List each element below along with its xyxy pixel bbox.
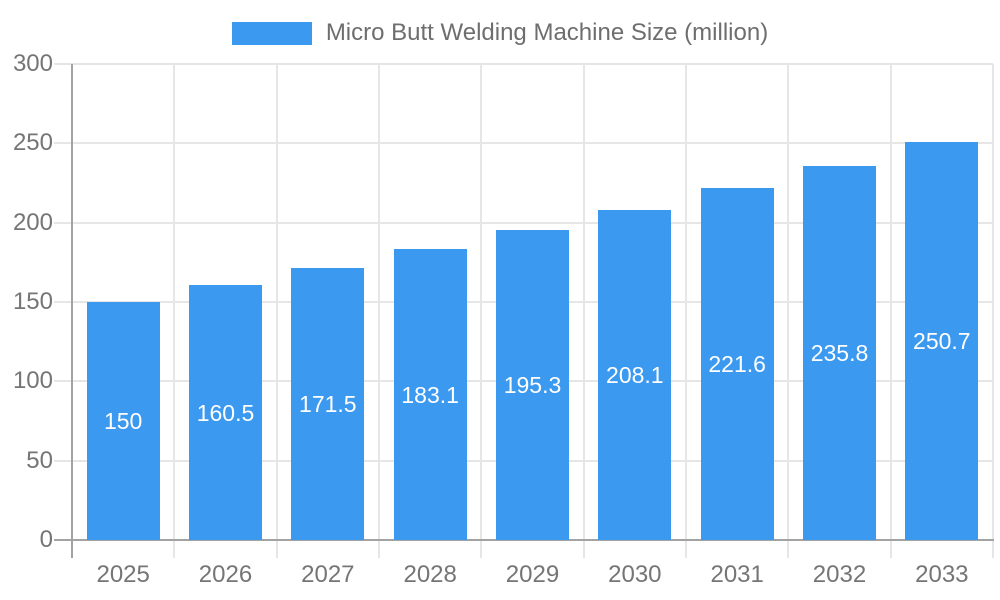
tick-mark [54,380,72,383]
legend-swatch-icon [231,21,312,45]
bar-value-label: 208.1 [606,361,664,388]
x-tick-label: 2026 [198,561,253,588]
gridline [685,64,687,558]
x-tick-label: 2027 [301,561,355,588]
gridline [787,64,790,558]
bar-value-label: 221.6 [708,351,766,378]
bar-value-label: 235.8 [810,339,869,366]
x-tick-label: 2030 [608,561,662,588]
x-tick-label: 2032 [812,561,867,588]
tick-mark [54,63,72,65]
tick-mark [54,301,72,303]
y-tick-label: 100 [12,367,53,395]
y-tick-label: 150 [12,288,53,315]
bar[interactable] [393,249,467,540]
legend[interactable]: Micro Butt Welding Machine Size (million… [0,19,1000,46]
gridline [992,64,994,558]
bar[interactable] [189,285,262,540]
bar[interactable] [86,302,160,540]
bar[interactable] [803,165,876,540]
x-tick-label: 2031 [710,561,764,588]
x-tick-label: 2029 [505,561,560,588]
gridline [72,63,993,65]
bar-value-label: 183.1 [401,381,459,408]
y-tick-label: 0 [39,526,53,553]
bar-value-label: 195.3 [503,372,562,399]
bar[interactable] [598,209,672,540]
gridline [582,64,585,558]
bar-value-label: 160.5 [196,399,255,426]
tick-mark [54,221,72,224]
tick-mark [54,459,72,462]
gridline [173,64,176,558]
bar[interactable] [700,188,774,540]
y-tick-label: 300 [12,50,53,77]
gridline [72,142,993,145]
bar-value-label: 250.7 [913,328,971,355]
tick-mark [54,142,72,145]
y-tick-label: 200 [12,208,53,236]
y-tick-label: 250 [12,129,53,157]
bar[interactable] [496,230,569,540]
x-tick-label: 2028 [403,561,457,588]
y-axis-line [71,64,73,558]
bar[interactable] [905,142,979,540]
x-tick-label: 2033 [915,561,969,588]
gridline [889,64,892,558]
gridline [480,64,483,558]
bar-value-label: 171.5 [299,390,357,417]
bar-value-label: 150 [103,408,143,434]
gridline [275,64,278,558]
legend-label: Micro Butt Welding Machine Size (million… [325,19,769,46]
bar[interactable] [291,267,365,540]
x-tick-label: 2025 [96,561,150,588]
gridline [378,64,380,558]
y-tick-label: 50 [26,446,53,474]
